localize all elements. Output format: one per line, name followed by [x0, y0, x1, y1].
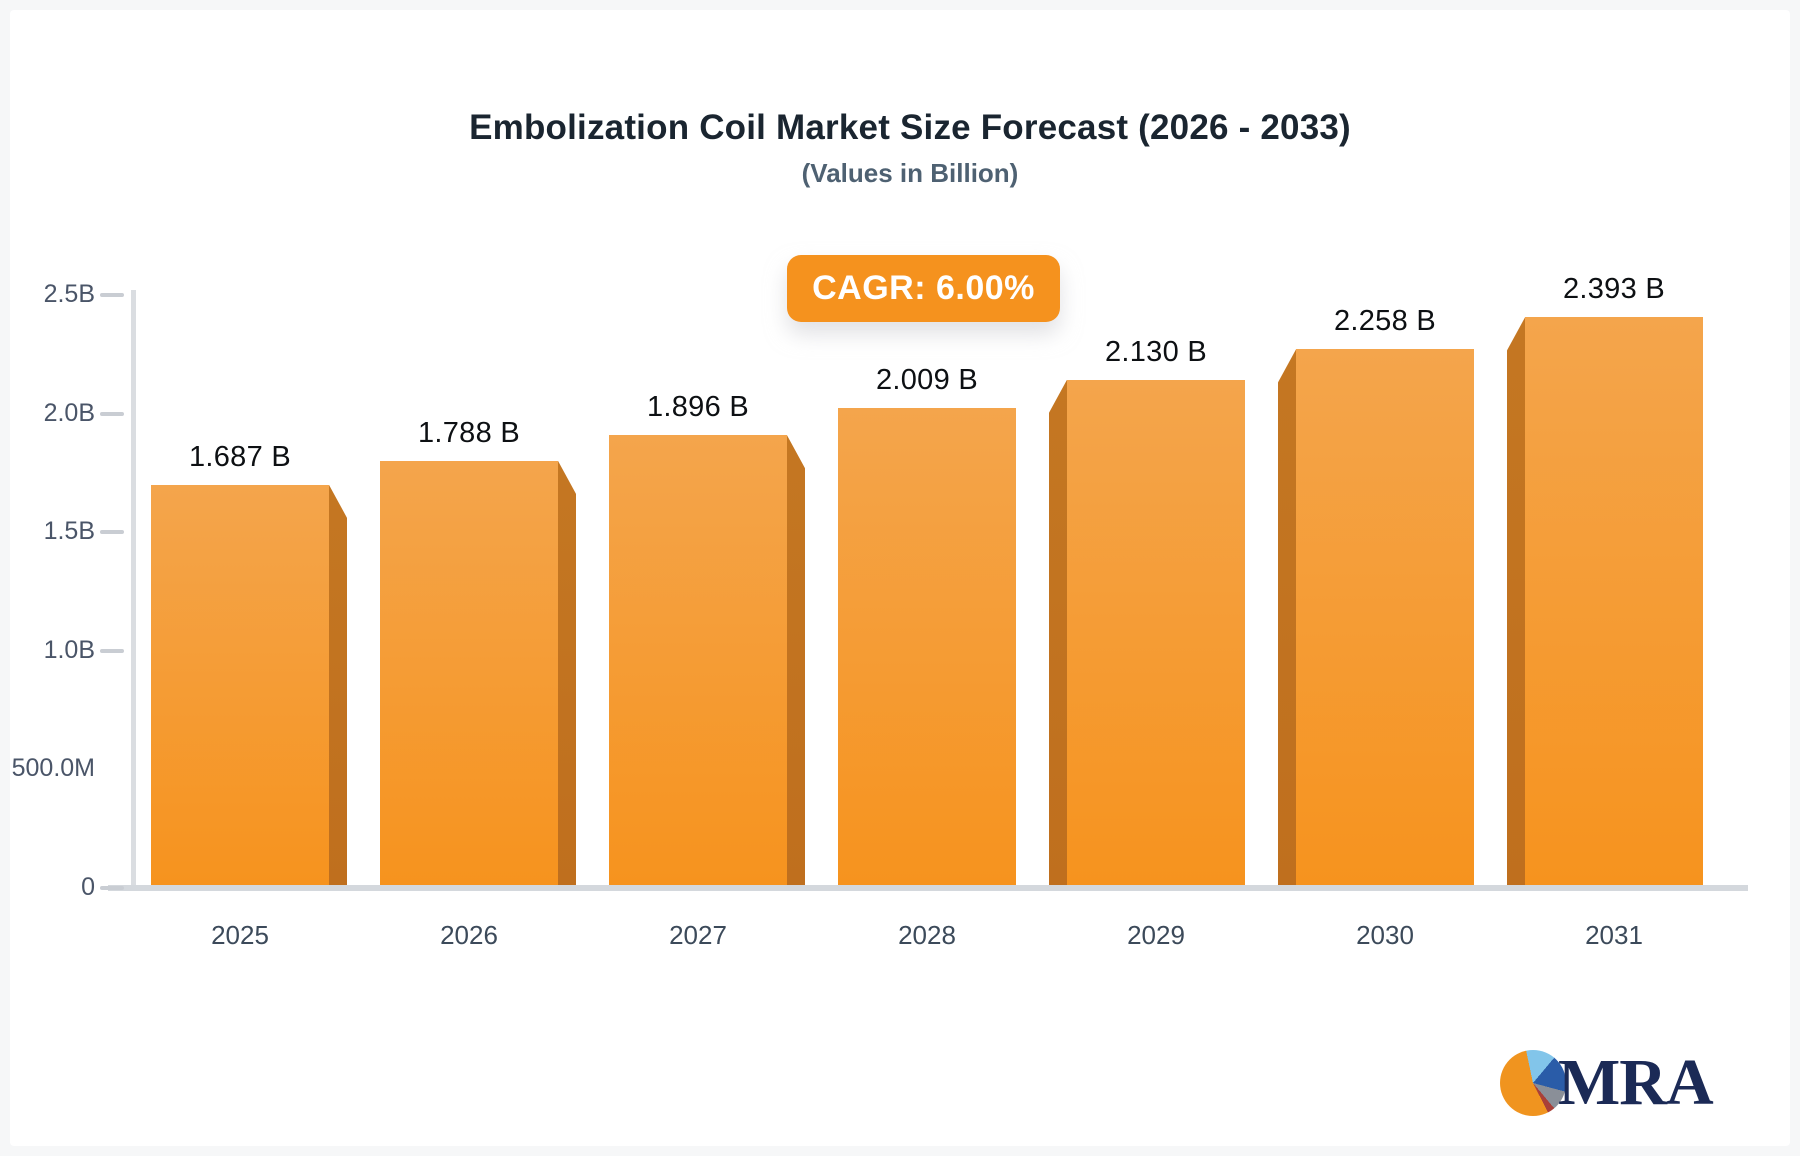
bar-value-label-2028: 2.009 B — [875, 364, 979, 397]
bar-2031-side-face — [1507, 317, 1525, 885]
y-axis-label: 1.0B — [43, 635, 95, 664]
bar-2025[interactable] — [151, 484, 329, 885]
chart-title: Embolization Coil Market Size Forecast (… — [469, 108, 1351, 147]
bar-value-label-2031: 2.393 B — [1562, 273, 1666, 306]
bar-2029[interactable] — [1067, 379, 1245, 885]
bar-chart-plot-area: 0 500.0M 1.0B 1.5B 2.0B 2.5B 1.687 B 2025 1.788 … — [10, 10, 1790, 1146]
bar-2031[interactable] — [1525, 317, 1703, 885]
y-axis-label: 0 — [81, 873, 95, 901]
bar-2027-side-face — [787, 435, 805, 885]
chart-subtitle: (Values in Billion) — [801, 158, 1019, 188]
bar-2027[interactable] — [609, 435, 787, 885]
x-axis-label-2028: 2028 — [898, 920, 956, 950]
y-axis-tick — [100, 648, 124, 653]
bar-2030[interactable] — [1296, 349, 1474, 885]
y-axis-label: 2.0B — [43, 398, 95, 427]
bar-2026-side-face — [558, 460, 576, 885]
chart-card: Embolization Coil Market Size Forecast (… — [10, 10, 1790, 1146]
x-axis-label-2025: 2025 — [211, 920, 269, 950]
cagr-badge: CAGR: 6.00% — [787, 255, 1060, 322]
y-axis-line — [131, 290, 136, 889]
cagr-badge-label: CAGR: 6.00% — [812, 269, 1035, 307]
y-axis-tick — [100, 411, 124, 416]
brand-logo: MRA — [1500, 1038, 1780, 1128]
bar-2029-side-face — [1049, 379, 1067, 885]
y-axis-label: 500.0M — [11, 754, 95, 783]
bar-value-label-2026: 1.788 B — [417, 416, 521, 449]
y-axis-tick — [100, 530, 124, 535]
brand-name: MRA — [1558, 1046, 1714, 1119]
x-axis-label-2027: 2027 — [669, 920, 727, 950]
bar-2028[interactable] — [838, 408, 1016, 885]
x-axis-label-2029: 2029 — [1127, 920, 1185, 950]
bar-2030-side-face — [1278, 349, 1296, 885]
x-axis-baseline — [108, 885, 1748, 891]
x-axis-label-2026: 2026 — [440, 920, 498, 950]
bar-2025-side-face — [329, 484, 347, 885]
y-axis-tick — [100, 293, 124, 297]
pie-chart-logo-icon — [1500, 1050, 1566, 1116]
bar-2026[interactable] — [380, 460, 558, 885]
bar-value-label-2025: 1.687 B — [188, 440, 292, 473]
bar-value-label-2029: 2.130 B — [1104, 335, 1208, 368]
bar-value-label-2027: 1.896 B — [646, 391, 750, 424]
y-axis-label: 1.5B — [43, 517, 95, 546]
x-axis-label-2031: 2031 — [1585, 920, 1643, 950]
y-axis-label: 2.5B — [43, 280, 95, 308]
bar-value-label-2030: 2.258 B — [1333, 305, 1437, 338]
x-axis-label-2030: 2030 — [1356, 920, 1414, 950]
y-axis-tick — [100, 886, 124, 890]
